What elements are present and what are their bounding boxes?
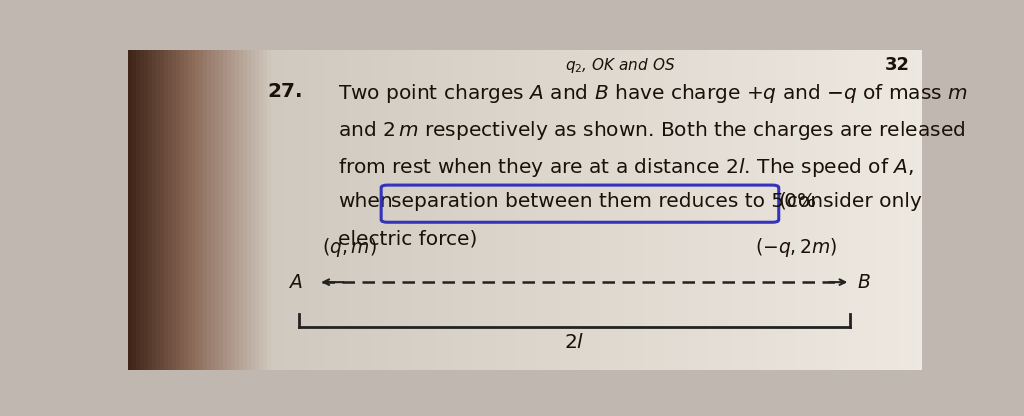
Text: when: when (338, 193, 393, 211)
Text: $(q, m)$: $(q, m)$ (323, 236, 377, 259)
Text: 27.: 27. (267, 82, 302, 101)
Text: from rest when they are at a distance $2l$. The speed of $A$,: from rest when they are at a distance $2… (338, 156, 914, 178)
Text: electric force): electric force) (338, 229, 477, 248)
Text: Two point charges $A$ and $B$ have charge $+q$ and $-q$ of mass $m$: Two point charges $A$ and $B$ have charg… (338, 82, 968, 105)
Text: $q_2$, OK and OS: $q_2$, OK and OS (565, 56, 675, 75)
Text: 32: 32 (885, 56, 909, 74)
Text: $(-q, 2m)$: $(-q, 2m)$ (755, 236, 837, 259)
Text: (consider only: (consider only (779, 193, 922, 211)
Text: separation between them reduces to 50%: separation between them reduces to 50% (391, 193, 816, 211)
Text: $B$: $B$ (856, 272, 870, 292)
Text: and $2\,m$ respectively as shown. Both the charges are released: and $2\,m$ respectively as shown. Both t… (338, 119, 966, 142)
Text: $A$: $A$ (288, 272, 303, 292)
Text: $2l$: $2l$ (564, 333, 585, 352)
